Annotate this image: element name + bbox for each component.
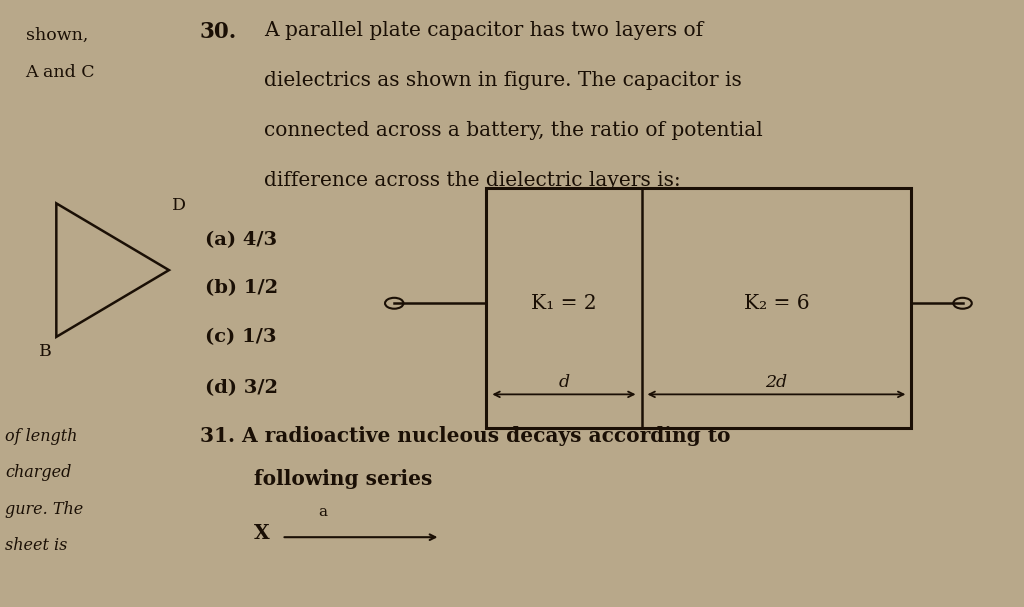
Text: (c) 1/3: (c) 1/3 [205,328,276,346]
Text: 31. A radioactive nucleous decays according to: 31. A radioactive nucleous decays accord… [200,426,730,446]
Text: A parallel plate capacitor has two layers of: A parallel plate capacitor has two layer… [264,21,703,40]
Text: difference across the dielectric layers is:: difference across the dielectric layers … [264,171,681,189]
Text: d: d [558,375,569,392]
Text: (d) 3/2: (d) 3/2 [205,379,278,398]
Text: (b) 1/2: (b) 1/2 [205,279,278,297]
Bar [486,188,911,428]
Text: 30.: 30. [200,21,237,43]
Text: a: a [318,505,327,519]
Text: 2d: 2d [765,375,787,392]
Text: following series: following series [254,469,432,489]
Text: B: B [39,343,51,360]
Text: K₁ = 2: K₁ = 2 [531,294,597,313]
Text: charged: charged [5,464,72,481]
Text: connected across a battery, the ratio of potential: connected across a battery, the ratio of… [264,121,763,140]
Text: K₂ = 6: K₂ = 6 [743,294,809,313]
Text: gure. The: gure. The [5,501,83,518]
Text: dielectrics as shown in figure. The capacitor is: dielectrics as shown in figure. The capa… [264,71,742,90]
Text: (a) 4/3: (a) 4/3 [205,231,276,249]
Text: D: D [172,197,186,214]
Text: A and C: A and C [26,64,95,81]
Text: shown,: shown, [26,27,88,44]
Text: X: X [254,523,269,543]
Text: sheet is: sheet is [5,537,68,554]
Text: of length: of length [5,428,78,445]
